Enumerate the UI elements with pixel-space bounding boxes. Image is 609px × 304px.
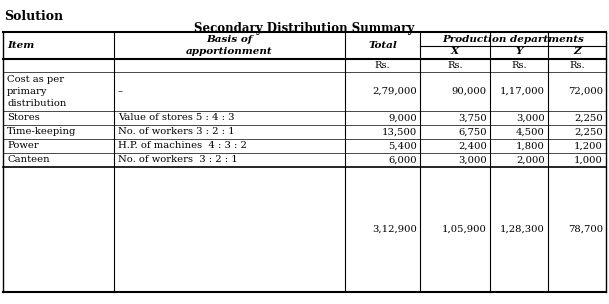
Text: primary: primary [7, 87, 48, 96]
Text: 3,000: 3,000 [516, 113, 545, 123]
Text: 2,000: 2,000 [516, 156, 545, 164]
Text: No. of workers  3 : 2 : 1: No. of workers 3 : 2 : 1 [118, 156, 238, 164]
Text: Production departments: Production departments [442, 34, 584, 43]
Text: 2,79,000: 2,79,000 [372, 87, 417, 96]
Text: 3,12,900: 3,12,900 [372, 225, 417, 234]
Text: Total: Total [368, 41, 397, 50]
Text: H.P. of machines  4 : 3 : 2: H.P. of machines 4 : 3 : 2 [118, 141, 247, 150]
Text: Y: Y [515, 47, 523, 57]
Text: 72,000: 72,000 [568, 87, 603, 96]
Text: distribution: distribution [7, 99, 66, 108]
Text: 6,750: 6,750 [459, 127, 487, 136]
Text: apportionment: apportionment [186, 47, 273, 57]
Text: 4,500: 4,500 [516, 127, 545, 136]
Text: 1,05,900: 1,05,900 [442, 225, 487, 234]
Text: 6,000: 6,000 [389, 156, 417, 164]
Text: Power: Power [7, 141, 39, 150]
Text: 2,250: 2,250 [574, 127, 603, 136]
Text: –: – [118, 87, 123, 96]
Text: Rs.: Rs. [375, 61, 390, 70]
Text: 1,17,000: 1,17,000 [500, 87, 545, 96]
Text: 3,000: 3,000 [458, 156, 487, 164]
Text: Z: Z [573, 47, 581, 57]
Text: Canteen: Canteen [7, 156, 49, 164]
Text: 1,800: 1,800 [516, 141, 545, 150]
Text: Stores: Stores [7, 113, 40, 123]
Text: 1,28,300: 1,28,300 [500, 225, 545, 234]
Text: No. of workers 3 : 2 : 1: No. of workers 3 : 2 : 1 [118, 127, 234, 136]
Text: X: X [451, 47, 459, 57]
Text: 5,400: 5,400 [388, 141, 417, 150]
Text: 2,400: 2,400 [458, 141, 487, 150]
Text: Basis of: Basis of [206, 34, 253, 43]
Text: 78,700: 78,700 [568, 225, 603, 234]
Text: 1,200: 1,200 [574, 141, 603, 150]
Text: Rs.: Rs. [569, 61, 585, 70]
Text: 9,000: 9,000 [389, 113, 417, 123]
Text: 2,250: 2,250 [574, 113, 603, 123]
Text: 3,750: 3,750 [458, 113, 487, 123]
Text: 90,000: 90,000 [452, 87, 487, 96]
Text: Item: Item [7, 41, 34, 50]
Text: Cost as per: Cost as per [7, 75, 64, 84]
Text: 1,000: 1,000 [574, 156, 603, 164]
Text: 13,500: 13,500 [382, 127, 417, 136]
Text: Value of stores 5 : 4 : 3: Value of stores 5 : 4 : 3 [118, 113, 234, 123]
Text: Secondary Distribution Summary: Secondary Distribution Summary [194, 22, 414, 35]
Text: Rs.: Rs. [511, 61, 527, 70]
Text: Solution: Solution [4, 10, 63, 23]
Text: Time-keeping: Time-keeping [7, 127, 76, 136]
Text: Rs.: Rs. [447, 61, 463, 70]
